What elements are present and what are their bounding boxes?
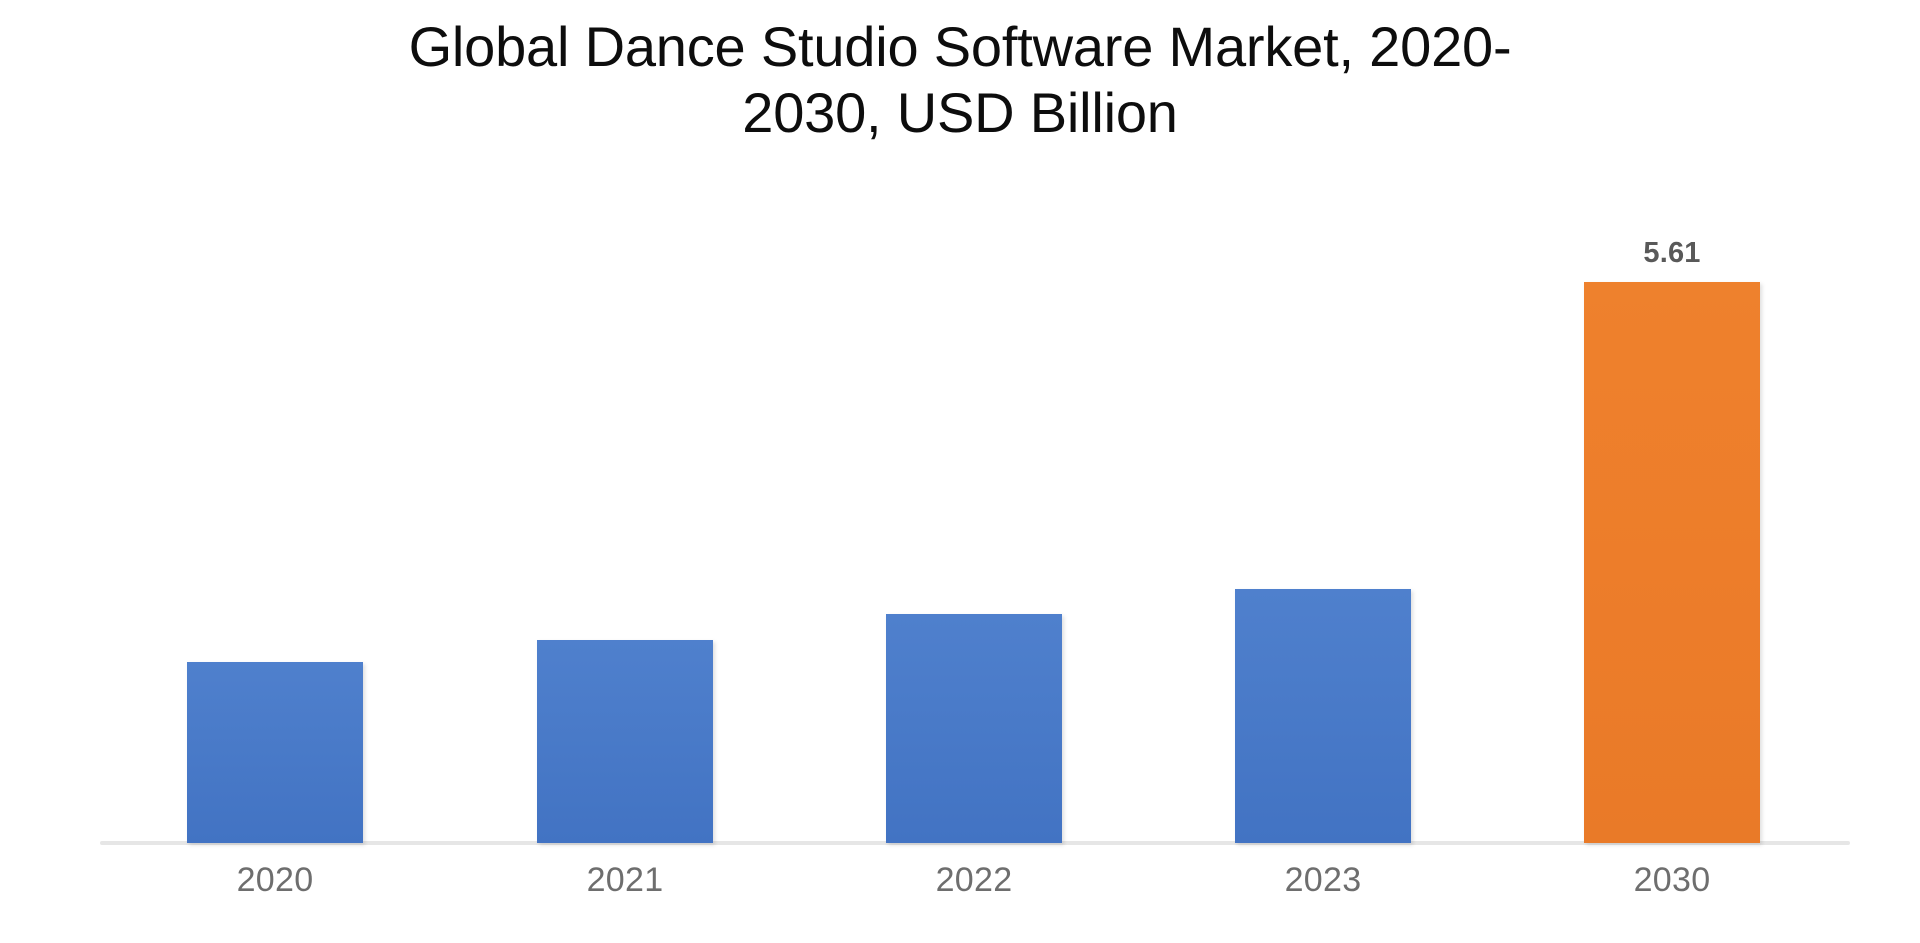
category-label-2021: 2021: [586, 861, 664, 899]
category-label-2023: 2023: [1284, 861, 1362, 899]
bar-2021[interactable]: [537, 640, 713, 843]
bar-value-label-2030: 5.61: [1643, 237, 1701, 269]
category-label-2030: 2030: [1633, 861, 1711, 899]
category-label-2020: 2020: [236, 861, 314, 899]
category-label-2022: 2022: [935, 861, 1013, 899]
category-axis-line: [100, 841, 1850, 845]
chart-title: Global Dance Studio Software Market, 202…: [408, 15, 1512, 144]
bar-2022[interactable]: [886, 614, 1062, 843]
bar-2020[interactable]: [187, 662, 363, 843]
bar-2030[interactable]: [1584, 282, 1760, 843]
plot-area: 5.61: [100, 170, 1850, 843]
bar-2023[interactable]: [1235, 589, 1411, 843]
